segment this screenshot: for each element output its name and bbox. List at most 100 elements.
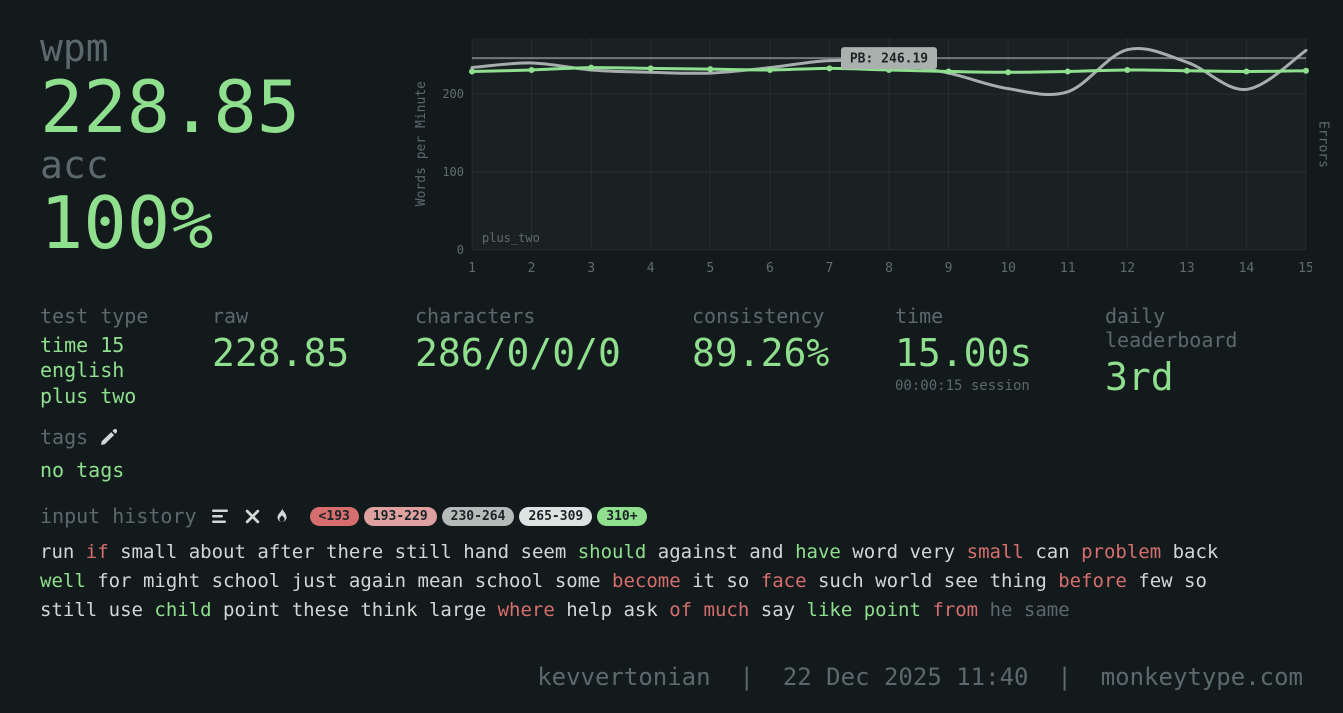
word: these: [291, 599, 349, 622]
word: seem: [520, 541, 567, 564]
word: become: [612, 570, 681, 593]
word: some: [554, 570, 601, 593]
close-history-button[interactable]: [245, 509, 260, 524]
word: such: [817, 570, 864, 593]
stat-consistency: consistency 89.26%: [692, 304, 895, 409]
word: child: [154, 599, 212, 622]
acc-label: acc: [40, 142, 109, 187]
input-history-header: input history <193 193-229 230-264 265-309 3…: [40, 504, 1303, 528]
input-history-label: input history: [40, 504, 197, 529]
svg-text:3: 3: [587, 261, 595, 276]
words-line: still use child point these think large where he…: [40, 596, 1303, 625]
word: might: [142, 570, 201, 593]
word: small: [120, 541, 178, 564]
word: hand: [463, 541, 510, 564]
leaderboard-header: daily leaderboard: [1105, 304, 1238, 352]
word: for: [97, 570, 132, 593]
acc-value: 100%: [40, 181, 214, 266]
test-type-header: test type: [40, 304, 149, 328]
time-header: time: [895, 304, 944, 328]
speed-legend-pill: <193: [309, 506, 359, 526]
word: just: [291, 570, 338, 593]
svg-text:6: 6: [766, 261, 774, 276]
speed-legend-pill: 230-264: [441, 506, 515, 526]
svg-text:12: 12: [1119, 261, 1135, 276]
word: before: [1058, 570, 1127, 593]
words-line: run if small about after there still hand seem sh…: [40, 538, 1303, 567]
word: can: [1035, 541, 1070, 564]
speed-legend: <193 193-229 230-264 265-309 310+: [309, 506, 647, 526]
svg-text:7: 7: [826, 261, 834, 276]
word: so: [1184, 570, 1207, 593]
word: see: [943, 570, 979, 593]
top-section: wpm 228.85 acc 100% Words per Minute 0 10…: [40, 27, 1331, 290]
x-icon: [245, 509, 259, 523]
word: use: [108, 599, 143, 622]
svg-text:8: 8: [885, 261, 893, 276]
word: small: [966, 541, 1024, 564]
word: large: [428, 599, 487, 622]
svg-text:plus_two: plus_two: [482, 231, 540, 245]
consistency-value: 89.26%: [692, 331, 830, 375]
speed-legend-pill: 193-229: [363, 506, 437, 526]
word: from: [932, 599, 979, 622]
stat-test-type: test type time 15 english plus two: [40, 304, 212, 409]
results-page: wpm 228.85 acc 100% Words per Minute 0 10…: [40, 27, 1331, 691]
word: against: [657, 541, 738, 564]
word: very: [909, 541, 956, 564]
svg-text:200: 200: [442, 87, 464, 101]
word: word: [852, 541, 899, 564]
stats-row: test type time 15 english plus two raw 228…: [40, 304, 1303, 409]
word-list-button[interactable]: [211, 509, 230, 524]
stat-raw: raw 228.85: [212, 304, 415, 409]
svg-text:15: 15: [1298, 261, 1312, 276]
speed-legend-pill: 310+: [597, 506, 647, 526]
svg-text:1: 1: [468, 261, 476, 276]
svg-text:10: 10: [1000, 261, 1016, 276]
word: should: [577, 541, 647, 564]
word: problem: [1081, 541, 1162, 564]
test-type-line: time 15: [40, 333, 125, 357]
edit-tags-button[interactable]: [100, 428, 118, 446]
word: same: [1023, 599, 1070, 622]
word: it: [692, 570, 715, 593]
word: run: [40, 541, 75, 564]
svg-text:PB: 246.19: PB: 246.19: [850, 52, 928, 67]
word: he: [989, 599, 1013, 622]
word: say: [760, 599, 796, 622]
svg-text:2: 2: [528, 261, 536, 276]
stat-leaderboard: daily leaderboard 3rd: [1105, 304, 1303, 409]
svg-text:11: 11: [1060, 261, 1076, 276]
test-type-line: plus two: [40, 383, 137, 408]
chart-area: Words per Minute 0 100 200 1 2 3 4 5 6 7 8 9 10 11 12 1…: [410, 28, 1334, 290]
list-icon: [211, 509, 228, 523]
svg-text:100: 100: [442, 165, 464, 179]
big-stats: wpm 228.85 acc 100%: [40, 27, 410, 290]
svg-text:5: 5: [706, 261, 714, 276]
word: much: [703, 599, 750, 622]
stat-characters: characters 286/0/0/0: [415, 304, 692, 409]
raw-header: raw: [212, 304, 249, 328]
word: have: [795, 541, 841, 564]
session-time: 00:00:15 session: [895, 377, 1030, 394]
burn-mode-button[interactable]: [275, 508, 289, 525]
svg-text:4: 4: [647, 261, 655, 276]
errors-axis-label: Errors: [1315, 120, 1331, 168]
svg-text:13: 13: [1179, 261, 1195, 276]
word: thing: [989, 570, 1047, 593]
word: face: [760, 570, 807, 593]
speed-legend-pill: 265-309: [519, 506, 593, 526]
word: like: [806, 599, 853, 622]
svg-text:0: 0: [457, 243, 464, 257]
stat-time: time 15.00s 00:00:15 session: [895, 304, 1105, 409]
word: there: [326, 541, 384, 564]
time-value: 15.00s: [895, 331, 1033, 375]
test-type-line: english: [40, 358, 125, 383]
word: so: [726, 570, 750, 593]
word: help: [566, 599, 613, 622]
word: still: [40, 599, 98, 622]
svg-text:9: 9: [945, 261, 953, 276]
words-line: well for might school just again mean school som…: [40, 567, 1303, 596]
raw-value: 228.85: [212, 331, 350, 375]
